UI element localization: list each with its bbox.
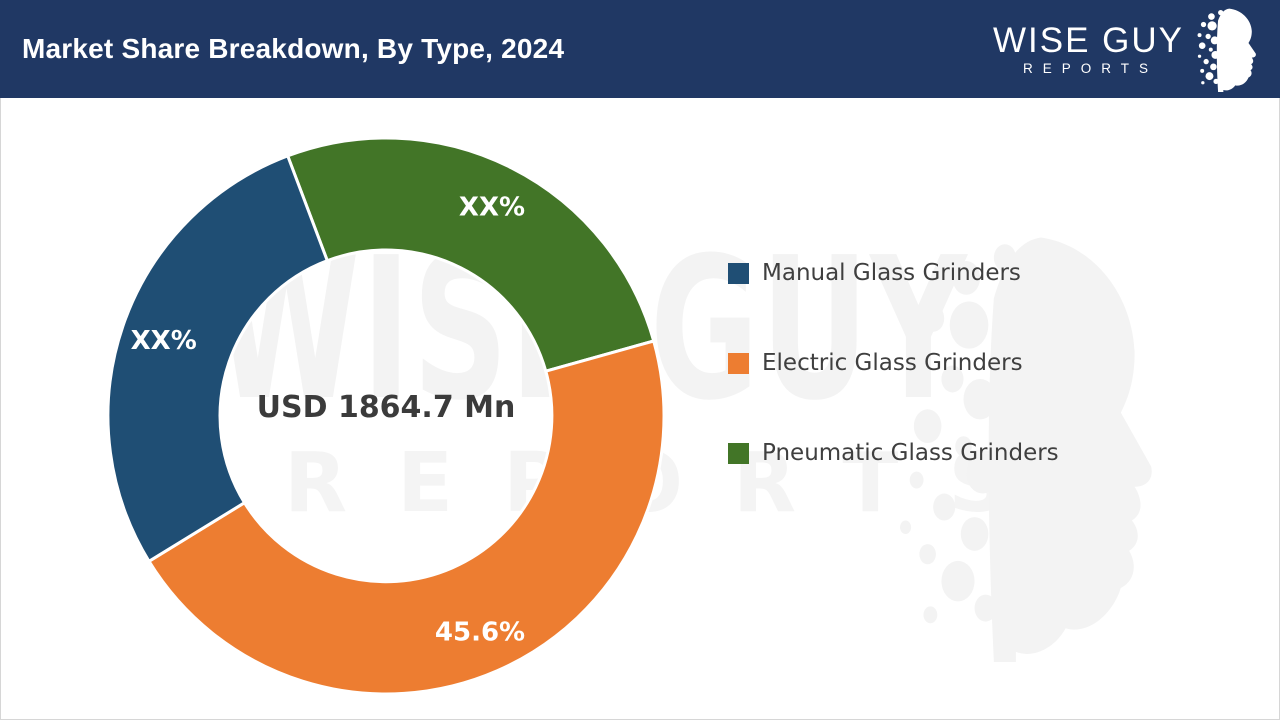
- header: Market Share Breakdown, By Type, 2024 WI…: [0, 0, 1280, 98]
- donut-segment-electric-glass-grinders: [146, 339, 666, 696]
- donut-chart: XX% 45.6% XX%: [106, 136, 666, 696]
- donut-segment-label: XX%: [459, 192, 525, 222]
- donut-segment-label: 45.6%: [435, 617, 525, 647]
- legend-item-pneumatic-glass-grinders: Pneumatic Glass Grinders: [728, 438, 1059, 468]
- legend-swatch: [728, 442, 749, 464]
- donut-segment-manual-glass-grinders: [106, 153, 330, 564]
- logo-subtitle: REPORTS: [1022, 60, 1158, 76]
- legend: Manual Glass Grinders Electric Glass Grin…: [728, 258, 1059, 528]
- chart-center-value: USD 1864.7 Mn: [256, 390, 516, 425]
- page-title: Market Share Breakdown, By Type, 2024: [22, 33, 565, 64]
- legend-swatch: [728, 262, 749, 284]
- wise-guy-logo: WISE GUY REPORTS: [993, 6, 1262, 92]
- legend-label: Manual Glass Grinders: [762, 260, 1021, 286]
- logo-wordmark: WISE GUY: [992, 20, 1184, 60]
- chart-area: WISE GUY REPORTS XX% 45.6% XX% USD 1864.7 …: [0, 98, 1280, 720]
- donut-segment-pneumatic-glass-grinders: [285, 136, 656, 374]
- legend-item-electric-glass-grinders: Electric Glass Grinders: [728, 348, 1059, 378]
- legend-label: Electric Glass Grinders: [762, 350, 1023, 376]
- legend-swatch: [728, 352, 749, 374]
- legend-label: Pneumatic Glass Grinders: [762, 440, 1059, 466]
- logo-face-icon: [1197, 8, 1256, 92]
- legend-item-manual-glass-grinders: Manual Glass Grinders: [728, 258, 1059, 288]
- donut-segment-label: XX%: [131, 326, 197, 356]
